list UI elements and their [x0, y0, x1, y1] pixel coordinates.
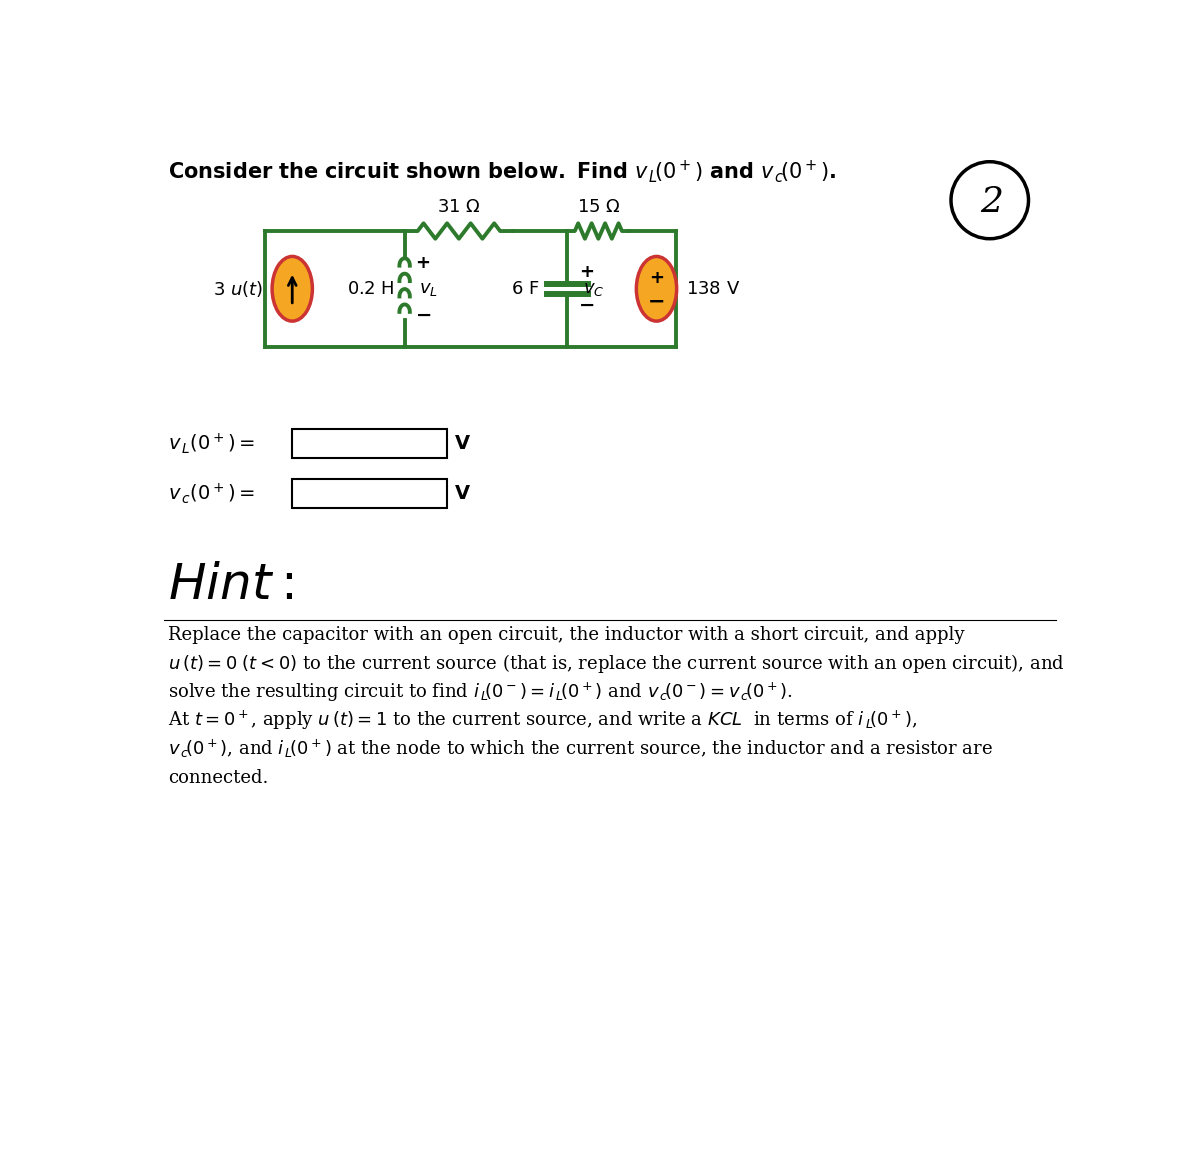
Text: $3\ u(t)$: $3\ u(t)$ [212, 279, 263, 299]
Text: $v_{\,c}\!\left(0^+\right)$, and $i_{\,L}\!\left(0^+\right)$ at the node to whic: $v_{\,c}\!\left(0^+\right)$, and $i_{\,L… [168, 738, 993, 760]
Text: V: V [455, 484, 470, 503]
Text: $u\,(t)=0\;(t<0)$ to the current source (that is, replace the current source wit: $u\,(t)=0\;(t<0)$ to the current source … [168, 652, 1065, 675]
Text: At $t=0^+$, apply $u\,(t)=1$ to the current source, and write a $KCL$  in terms : At $t=0^+$, apply $u\,(t)=1$ to the curr… [168, 709, 917, 732]
Text: $v_L$: $v_L$ [418, 280, 437, 298]
Text: $v_C$: $v_C$ [582, 280, 604, 298]
Text: −: − [579, 297, 596, 315]
Text: $v_{\,L}(0^+) =$: $v_{\,L}(0^+) =$ [168, 431, 255, 456]
Text: V: V [455, 434, 470, 453]
Text: $Hint:$: $Hint:$ [168, 561, 294, 610]
Text: $\mathbf{Consider\ the\ circuit\ shown\ below.\ Find}\ v_{\,L}\!(0^+)\ \mathbf{a: $\mathbf{Consider\ the\ circuit\ shown\ … [168, 158, 836, 185]
Text: $15\ \Omega$: $15\ \Omega$ [576, 197, 621, 216]
Text: connected.: connected. [168, 769, 269, 787]
Text: +: + [579, 263, 594, 280]
Text: −: − [416, 306, 432, 325]
Text: $0.2\ \mathrm{H}$: $0.2\ \mathrm{H}$ [347, 280, 394, 298]
Text: +: + [649, 269, 665, 287]
Ellipse shape [272, 257, 312, 321]
Text: Replace the capacitor with an open circuit, the inductor with a short circuit, a: Replace the capacitor with an open circu… [168, 626, 965, 645]
Text: +: + [416, 253, 430, 272]
Text: −: − [648, 292, 666, 312]
FancyBboxPatch shape [292, 429, 448, 458]
Text: $6\ \mathrm{F}$: $6\ \mathrm{F}$ [511, 280, 540, 298]
Ellipse shape [636, 257, 676, 321]
Text: 2: 2 [980, 185, 1003, 218]
Text: $138\ \mathrm{V}$: $138\ \mathrm{V}$ [686, 280, 741, 298]
FancyBboxPatch shape [292, 479, 448, 508]
Text: solve the resulting circuit to find $i_{\,L}\!\left(0^-\right)=i_{\,L}\!\left(0^: solve the resulting circuit to find $i_{… [168, 681, 793, 704]
Text: $v_{\,c}(0^+) =$: $v_{\,c}(0^+) =$ [168, 481, 255, 506]
Text: $31\ \Omega$: $31\ \Omega$ [437, 197, 481, 216]
